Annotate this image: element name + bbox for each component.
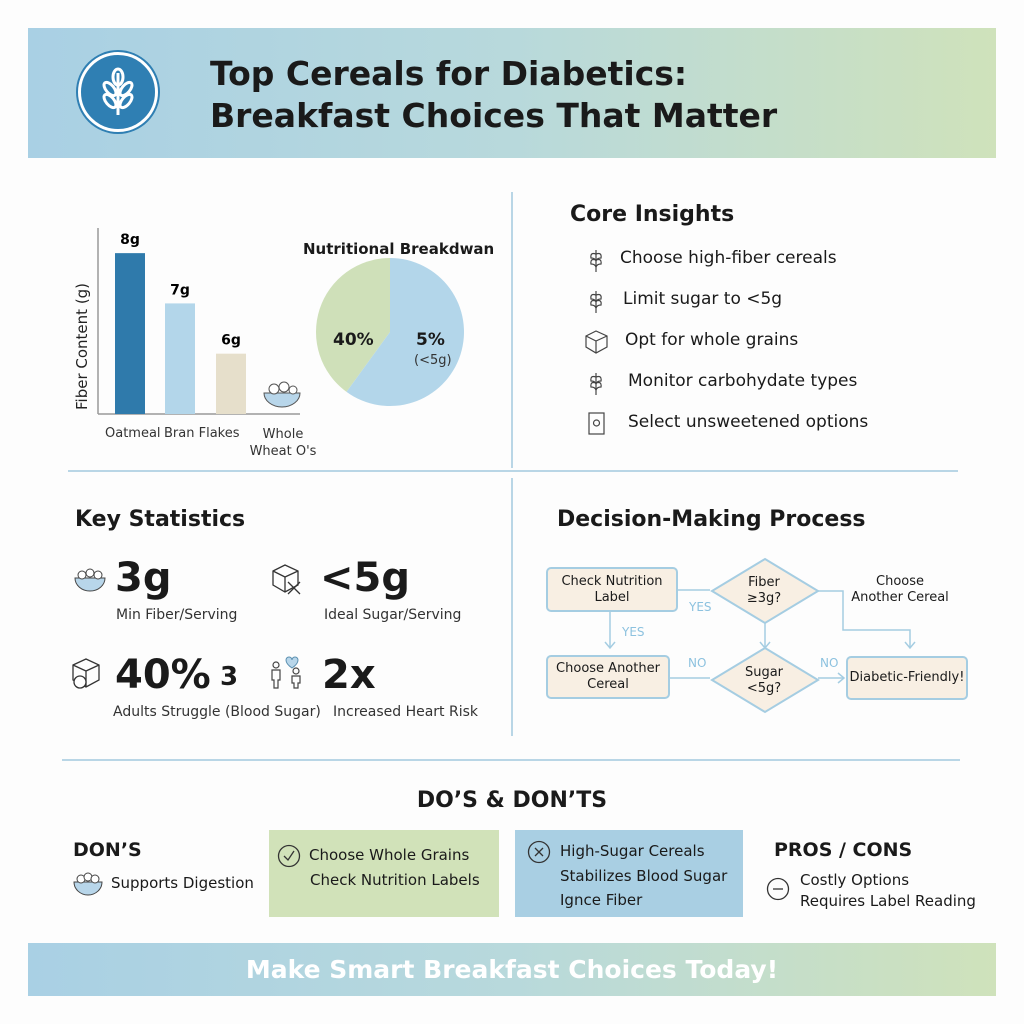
con-item: Costly Options xyxy=(800,871,910,889)
x-tick-label: Oatmeal xyxy=(105,426,161,441)
pie-slice-1 xyxy=(346,258,464,406)
divider xyxy=(62,759,960,761)
insight-item: Select unsweetened options xyxy=(628,412,869,432)
donts-item: Supports Digestion xyxy=(111,874,254,892)
stat-value: <5g xyxy=(320,555,410,601)
insight-item: Choose high-fiber cereals xyxy=(620,248,837,268)
page-title-line2: Breakfast Choices That Matter xyxy=(210,96,778,135)
sugar-decision xyxy=(710,646,820,714)
wheat-icon xyxy=(590,250,602,272)
yes-label: YES xyxy=(622,625,645,639)
bar-data-label: 8g xyxy=(120,232,140,248)
stat-value: 40% xyxy=(115,652,211,698)
do-item: Choose Whole Grains xyxy=(309,846,470,864)
divider xyxy=(511,478,513,736)
insight-item: Limit sugar to <5g xyxy=(623,289,783,309)
con-item: Requires Label Reading xyxy=(800,892,976,910)
stat-value: 2x xyxy=(322,652,376,698)
x-tick-label: Whole Wheat O's xyxy=(249,427,317,459)
nutrition-pie-chart xyxy=(316,258,464,406)
wheat-icon xyxy=(78,52,158,132)
header-banner: Top Cereals for Diabetics: Breakfast Cho… xyxy=(28,28,996,158)
no-label: NO xyxy=(820,656,839,670)
bar-0 xyxy=(115,253,145,414)
insight-item: Monitor carbohydate types xyxy=(628,371,858,391)
x-tick-label: Bran Flakes xyxy=(164,426,240,441)
divider xyxy=(68,470,958,472)
dont-item: High-Sugar Cereals xyxy=(560,842,705,860)
sugar-question: Sugar <5g? xyxy=(744,665,784,696)
check-label-node: Check Nutrition Label xyxy=(546,567,678,612)
bar-1 xyxy=(165,303,195,414)
fiber-decision xyxy=(710,557,820,625)
choose-another-node: Choose Another Cereal xyxy=(546,655,670,699)
diabetic-friendly-node: Diabetic-Friendly! xyxy=(846,656,968,700)
packet-icon xyxy=(588,412,605,435)
dont-item: Ignce Fiber xyxy=(560,891,643,909)
stat-value: 3g xyxy=(115,555,172,601)
cube-icon xyxy=(72,658,100,689)
x-circle-icon xyxy=(527,840,551,864)
do-item: Check Nutrition Labels xyxy=(310,871,480,889)
donts-blue-box: High-Sugar Cereals Stabilizes Blood Suga… xyxy=(515,830,743,917)
fiber-bar-chart: Fiber Content (g) 8g 7g 6g xyxy=(73,228,301,415)
pie-title: Nutritional Breakdwan xyxy=(303,240,495,258)
insight-item: Opt for whole grains xyxy=(625,330,799,350)
pie-slice-0 xyxy=(316,258,390,392)
stat-label: Adults Struggle (Blood Sugar) xyxy=(113,704,321,720)
stat-label: Ideal Sugar/Serving xyxy=(324,607,462,623)
stats-title: Key Statistics xyxy=(75,507,246,532)
stat-label: Min Fiber/Serving xyxy=(116,607,238,623)
pie-sublabel: (<5g) xyxy=(414,353,452,368)
footer-banner: Make Smart Breakfast Choices Today! xyxy=(28,943,996,996)
wheat-icon xyxy=(590,373,602,395)
dos-donts-title: DO’S & DON’TS xyxy=(416,788,608,813)
bar-data-label: 7g xyxy=(170,282,190,298)
sugar-cube-icon xyxy=(272,564,301,595)
fiber-question: Fiber ≥3g? xyxy=(746,575,782,606)
flowchart-connectors xyxy=(604,557,916,714)
check-circle-icon xyxy=(277,844,301,868)
family-heart-icon xyxy=(271,656,301,689)
minus-circle-icon xyxy=(766,877,790,901)
cube-icon xyxy=(585,330,608,354)
pie-label-green: 40% xyxy=(333,330,374,350)
no-label: NO xyxy=(688,656,707,670)
page-title-line1: Top Cereals for Diabetics: xyxy=(210,54,688,93)
pie-label-blue: 5% xyxy=(416,330,445,350)
bar-data-label: 6g xyxy=(221,333,241,349)
process-title: Decision-Making Process xyxy=(557,507,866,532)
bowl-icon xyxy=(74,568,106,592)
wheat-icon xyxy=(590,291,602,313)
bowl-icon xyxy=(263,381,301,408)
pros-cons-title: PROS / CONS xyxy=(774,839,913,861)
dos-green-box: Choose Whole Grains Check Nutrition Labe… xyxy=(269,830,499,917)
stat-extra: 3 xyxy=(220,662,239,692)
choose-another-text: Choose Another Cereal xyxy=(851,574,949,605)
y-axis-label: Fiber Content (g) xyxy=(73,283,91,410)
bowl-icon xyxy=(73,872,103,896)
yes-label: YES xyxy=(689,600,712,614)
donts-title: DON’S xyxy=(73,839,142,861)
stat-label: Increased Heart Risk xyxy=(333,704,479,720)
bar-2 xyxy=(216,353,246,414)
dont-item: Stabilizes Blood Sugar xyxy=(560,867,728,885)
insights-title: Core Insights xyxy=(570,202,735,227)
divider xyxy=(511,192,513,468)
